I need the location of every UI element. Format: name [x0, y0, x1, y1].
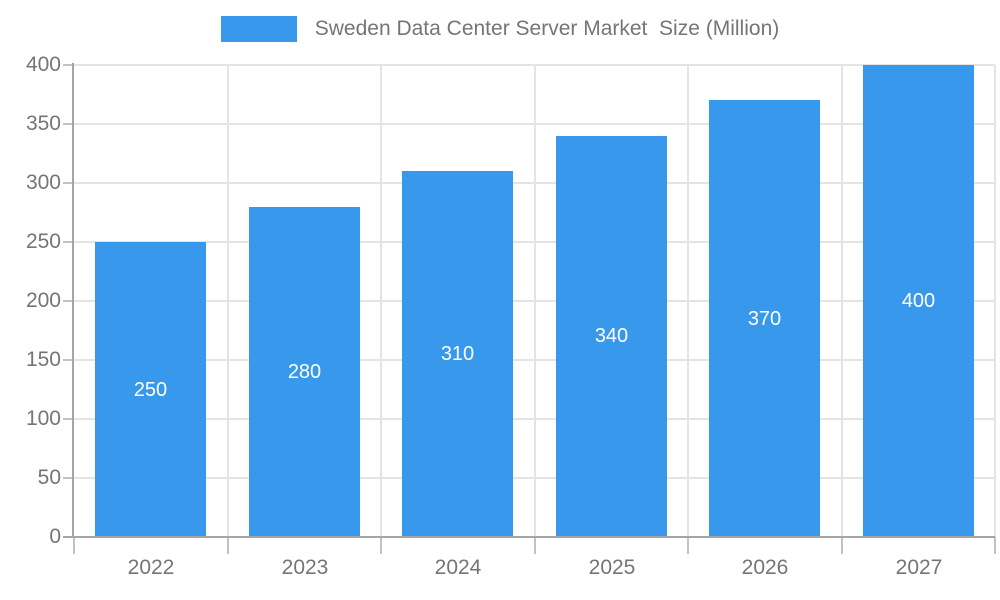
x-axis-label: 2023: [281, 556, 329, 579]
bar-value-label: 400: [901, 290, 936, 312]
bar-2024[interactable]: [402, 171, 513, 537]
x-tick: [73, 537, 75, 554]
bar-2025[interactable]: [556, 135, 667, 537]
x-tick: [687, 537, 689, 554]
y-axis-label: 400: [25, 53, 61, 76]
y-axis-label: 300: [25, 171, 61, 194]
y-axis-label: 50: [37, 466, 61, 489]
y-axis-label: 250: [25, 230, 61, 253]
x-gridline: [687, 65, 689, 537]
x-axis-line: [63, 536, 995, 538]
legend-item[interactable]: Sweden Data Center Server Market Size (M…: [220, 16, 780, 42]
x-gridline: [227, 65, 229, 537]
bar-value-label: 310: [440, 343, 475, 365]
bar-value-label: 280: [287, 361, 322, 383]
legend-swatch-icon: [220, 16, 297, 42]
x-tick: [994, 537, 996, 554]
y-tick: [63, 123, 74, 125]
x-axis-label: 2025: [588, 556, 636, 579]
y-tick: [63, 64, 74, 66]
x-gridline: [994, 65, 996, 537]
bar-2022[interactable]: [95, 242, 206, 537]
x-gridline: [534, 65, 536, 537]
bar-2023[interactable]: [249, 206, 360, 537]
bar-2026[interactable]: [709, 100, 820, 537]
x-tick: [841, 537, 843, 554]
x-gridline: [380, 65, 382, 537]
y-tick: [63, 241, 74, 243]
x-axis-label: 2022: [127, 556, 175, 579]
x-tick: [227, 537, 229, 554]
x-axis-label: 2027: [895, 556, 943, 579]
y-axis-line: [72, 63, 74, 537]
y-tick: [63, 300, 74, 302]
y-axis-label: 200: [25, 289, 61, 312]
y-tick: [63, 359, 74, 361]
x-axis-label: 2026: [741, 556, 789, 579]
x-gridline: [841, 65, 843, 537]
legend: Sweden Data Center Server Market Size (M…: [0, 16, 1000, 42]
x-axis-label: 2024: [434, 556, 482, 579]
x-tick: [534, 537, 536, 554]
y-axis-label: 100: [25, 407, 61, 430]
y-tick: [63, 418, 74, 420]
bar-value-label: 340: [594, 325, 629, 347]
y-tick: [63, 182, 74, 184]
bar-value-label: 370: [747, 308, 782, 330]
x-tick: [380, 537, 382, 554]
y-axis-label: 150: [25, 348, 61, 371]
legend-label: Sweden Data Center Server Market Size (M…: [314, 17, 780, 40]
y-axis-label: 0: [49, 525, 61, 548]
bar-value-label: 250: [133, 379, 168, 401]
y-tick: [63, 477, 74, 479]
y-axis-label: 350: [25, 112, 61, 135]
bar-2027[interactable]: [863, 65, 974, 537]
